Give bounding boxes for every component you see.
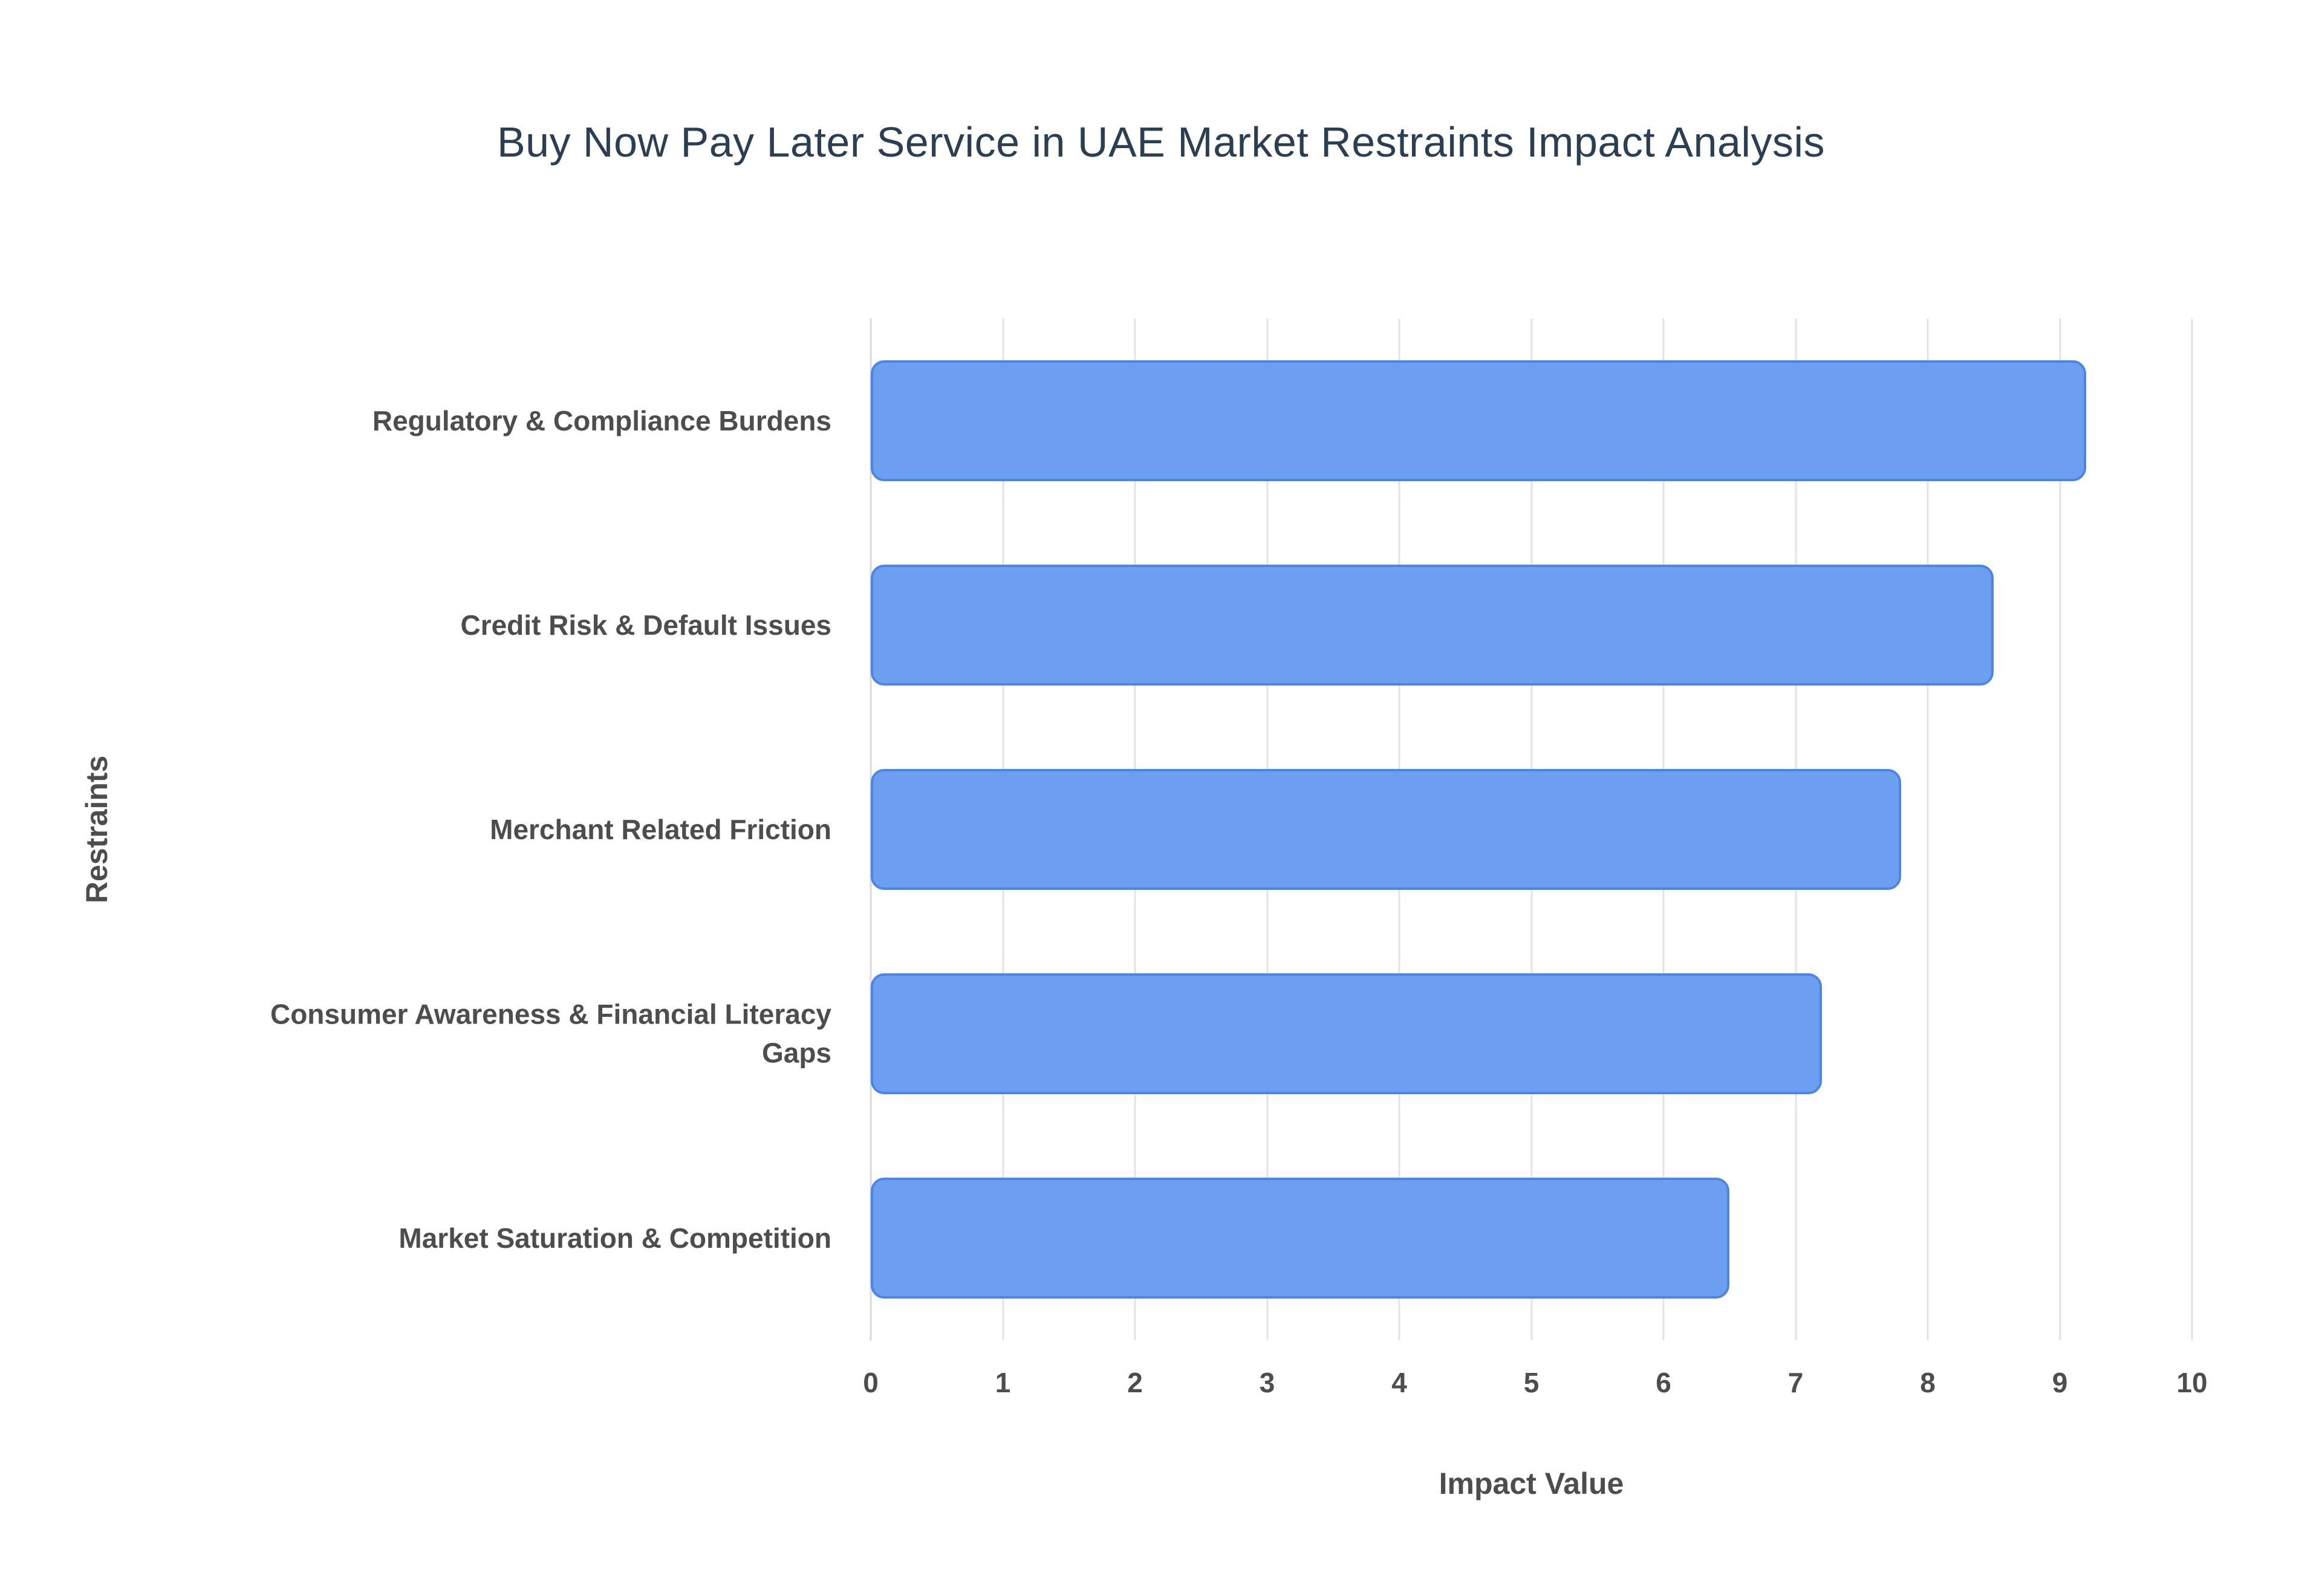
y-tick-label: Merchant Related Friction [490, 813, 831, 845]
x-tick-label: 4 [1391, 1367, 1407, 1398]
x-tick-label: 2 [1127, 1367, 1143, 1398]
x-tick-label: 1 [995, 1367, 1011, 1398]
y-tick-label: Credit Risk & Default Issues [460, 609, 831, 641]
y-axis-labels: Regulatory & Compliance Burdens Credit Ri… [242, 319, 831, 1340]
y-tick-label: Regulatory & Compliance Burdens [372, 404, 831, 436]
x-tick-label: 7 [1787, 1367, 1804, 1398]
y-tick-label: Consumer Awareness & Financial Literacy … [270, 998, 831, 1069]
chart-title: Buy Now Pay Later Service in UAE Market … [496, 118, 1826, 166]
bar-2 [871, 565, 1994, 686]
x-tick-label: 5 [1523, 1367, 1540, 1398]
y-tick-label: Market Saturation & Competition [398, 1222, 831, 1254]
x-tick-label: 0 [863, 1367, 879, 1398]
x-axis-title: Impact Value [1439, 1467, 1624, 1500]
gridline [2191, 319, 2193, 1340]
bar-1 [871, 360, 2087, 481]
x-axis-ticks: 0 1 2 3 4 5 6 7 8 9 10 [863, 1366, 2207, 1409]
bar-3 [871, 769, 1902, 890]
gridline [2059, 319, 2061, 1340]
gridline [1927, 319, 1929, 1340]
x-tick-label: 3 [1259, 1367, 1275, 1398]
y-axis-title: Restraints [80, 755, 114, 904]
plot-area [870, 319, 2193, 1340]
bar-5 [871, 1178, 1730, 1299]
x-tick-label: 9 [2052, 1367, 2068, 1398]
bar-4 [871, 973, 1823, 1094]
x-tick-label: 6 [1656, 1367, 1671, 1398]
x-tick-label: 8 [1920, 1367, 1936, 1398]
x-tick-label: 10 [2176, 1367, 2208, 1398]
